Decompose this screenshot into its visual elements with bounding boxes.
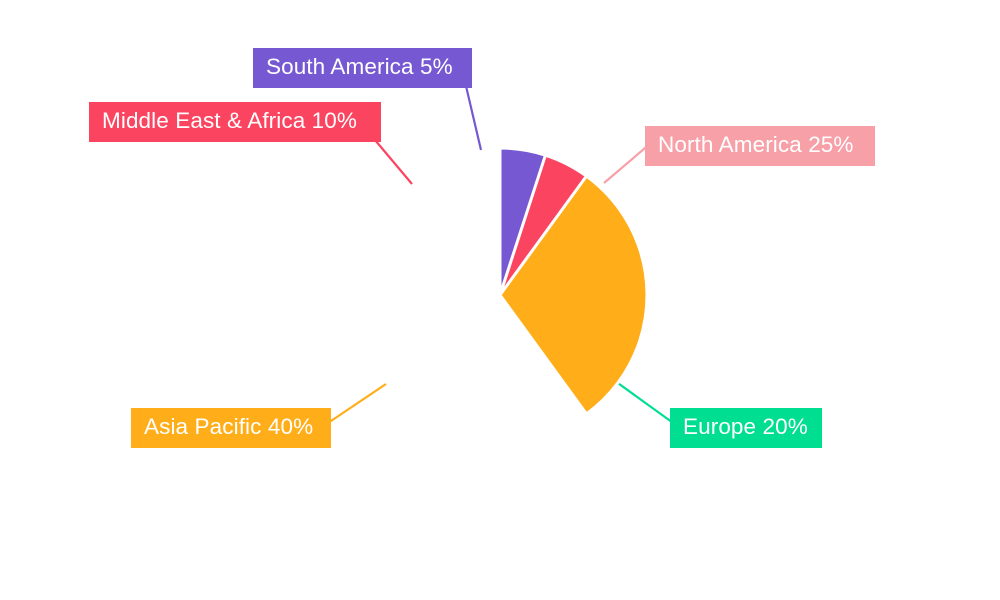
leader-line-middle-east-africa — [374, 139, 413, 185]
pie-slices-group — [498, 146, 649, 416]
pie-label-middle-east-africa[interactable]: Middle East & Africa 10% — [89, 102, 381, 142]
pie-slice-south-america[interactable] — [498, 146, 547, 297]
leader-lines-group — [324, 85, 677, 426]
leader-line-south-america — [464, 85, 483, 151]
pie-label-south-america[interactable]: South America 5% — [253, 48, 472, 88]
pie-label-north-america[interactable]: North America 25% — [645, 126, 875, 166]
pie-label-text-north-america: North America 25% — [658, 132, 854, 158]
leader-line-asia-pacific — [324, 383, 387, 426]
pie-label-text-south-america: South America 5% — [266, 54, 453, 80]
pie-label-asia-pacific[interactable]: Asia Pacific 40% — [131, 408, 331, 448]
pie-label-text-asia-pacific: Asia Pacific 40% — [144, 414, 314, 440]
leader-line-europe — [614, 380, 677, 426]
pie-label-text-europe: Europe 20% — [683, 414, 808, 440]
leader-line-north-america — [603, 142, 652, 184]
pie-label-europe[interactable]: Europe 20% — [670, 408, 822, 448]
pie-label-text-middle-east-africa: Middle East & Africa 10% — [102, 108, 358, 134]
